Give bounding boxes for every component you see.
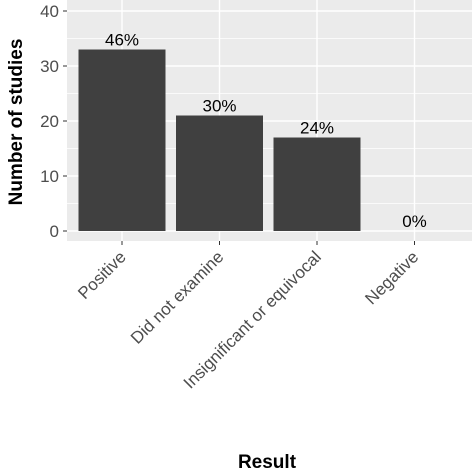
y-tick-label: 30: [40, 57, 59, 76]
x-axis-title: Result: [238, 452, 297, 473]
y-tick-label: 0: [50, 222, 59, 241]
y-tick-label: 10: [40, 167, 59, 186]
bar-data-label: 24%: [300, 119, 334, 138]
y-axis-title: Number of studies: [6, 39, 27, 206]
bar: [273, 137, 361, 231]
x-tick-label: Did not examine: [127, 247, 227, 347]
bars: [78, 49, 361, 231]
bar: [176, 115, 263, 231]
y-tick-label: 20: [40, 112, 59, 131]
x-tick-label: Positive: [74, 247, 130, 303]
bar: [78, 49, 166, 231]
bar-data-label: 30%: [202, 97, 236, 116]
y-axis-ticks: 0 10 20 30 40: [40, 2, 67, 241]
bar-data-label: 0%: [402, 212, 427, 231]
data-labels: 46% 30% 24% 0%: [105, 31, 427, 232]
x-tick-label: Negative: [361, 247, 422, 308]
bar-data-label: 46%: [105, 31, 139, 50]
y-tick-label: 40: [40, 2, 59, 21]
